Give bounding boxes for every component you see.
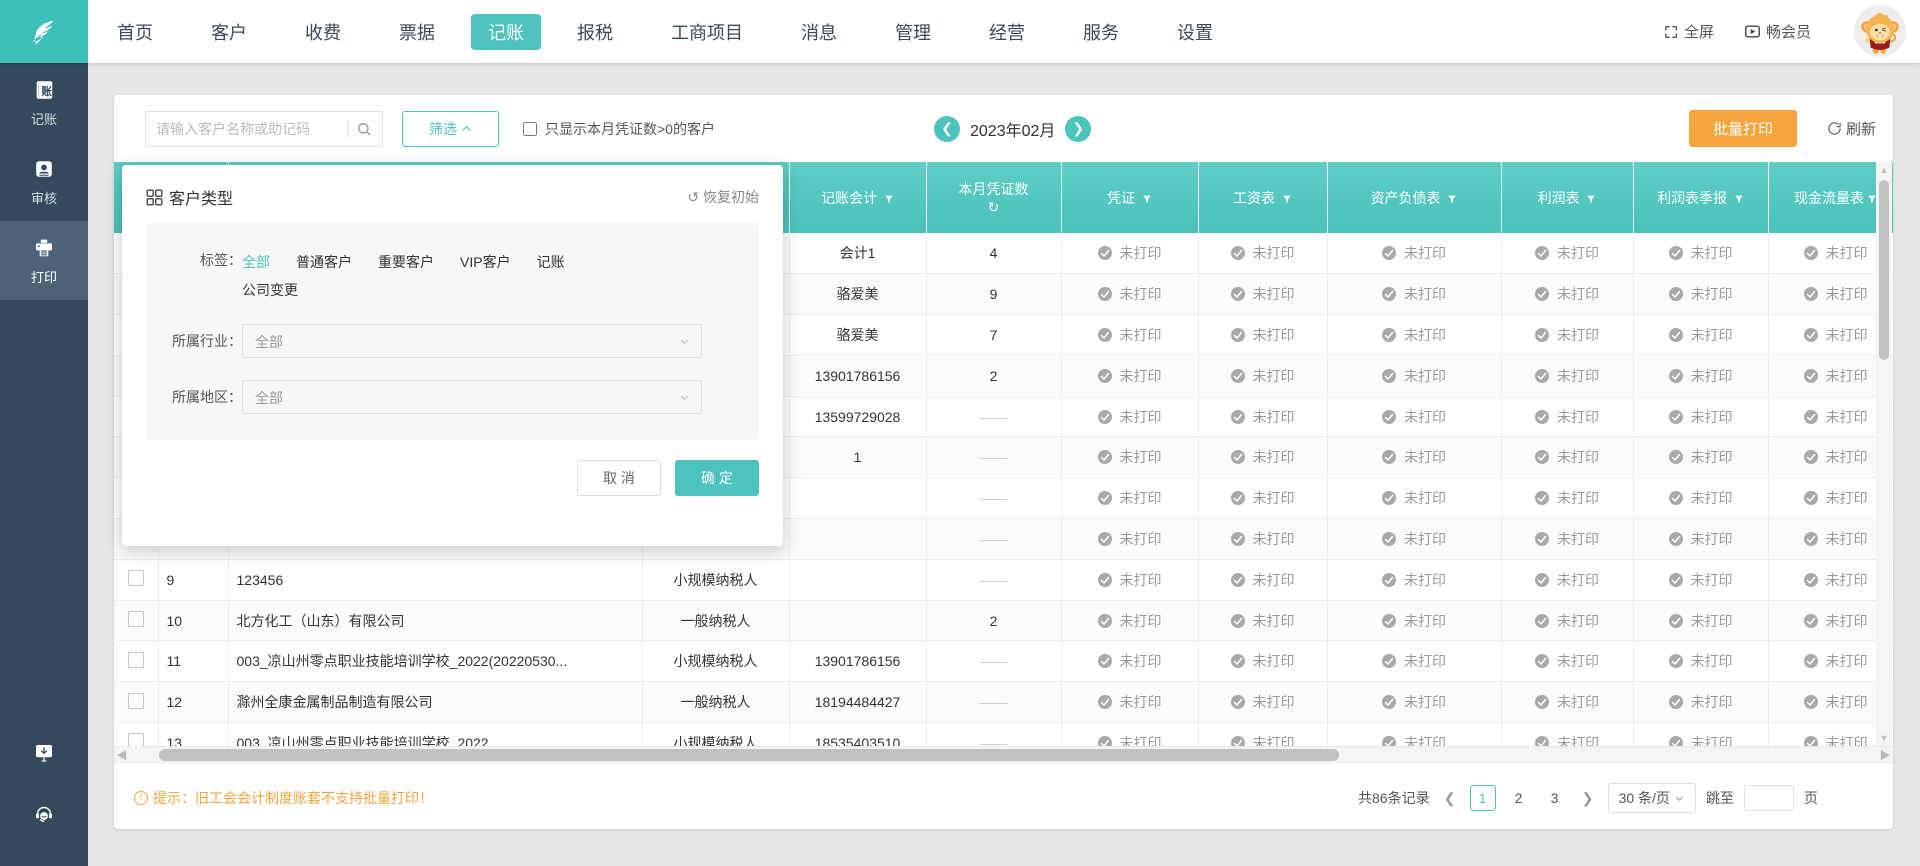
svg-text:账: 账 <box>40 85 52 98</box>
